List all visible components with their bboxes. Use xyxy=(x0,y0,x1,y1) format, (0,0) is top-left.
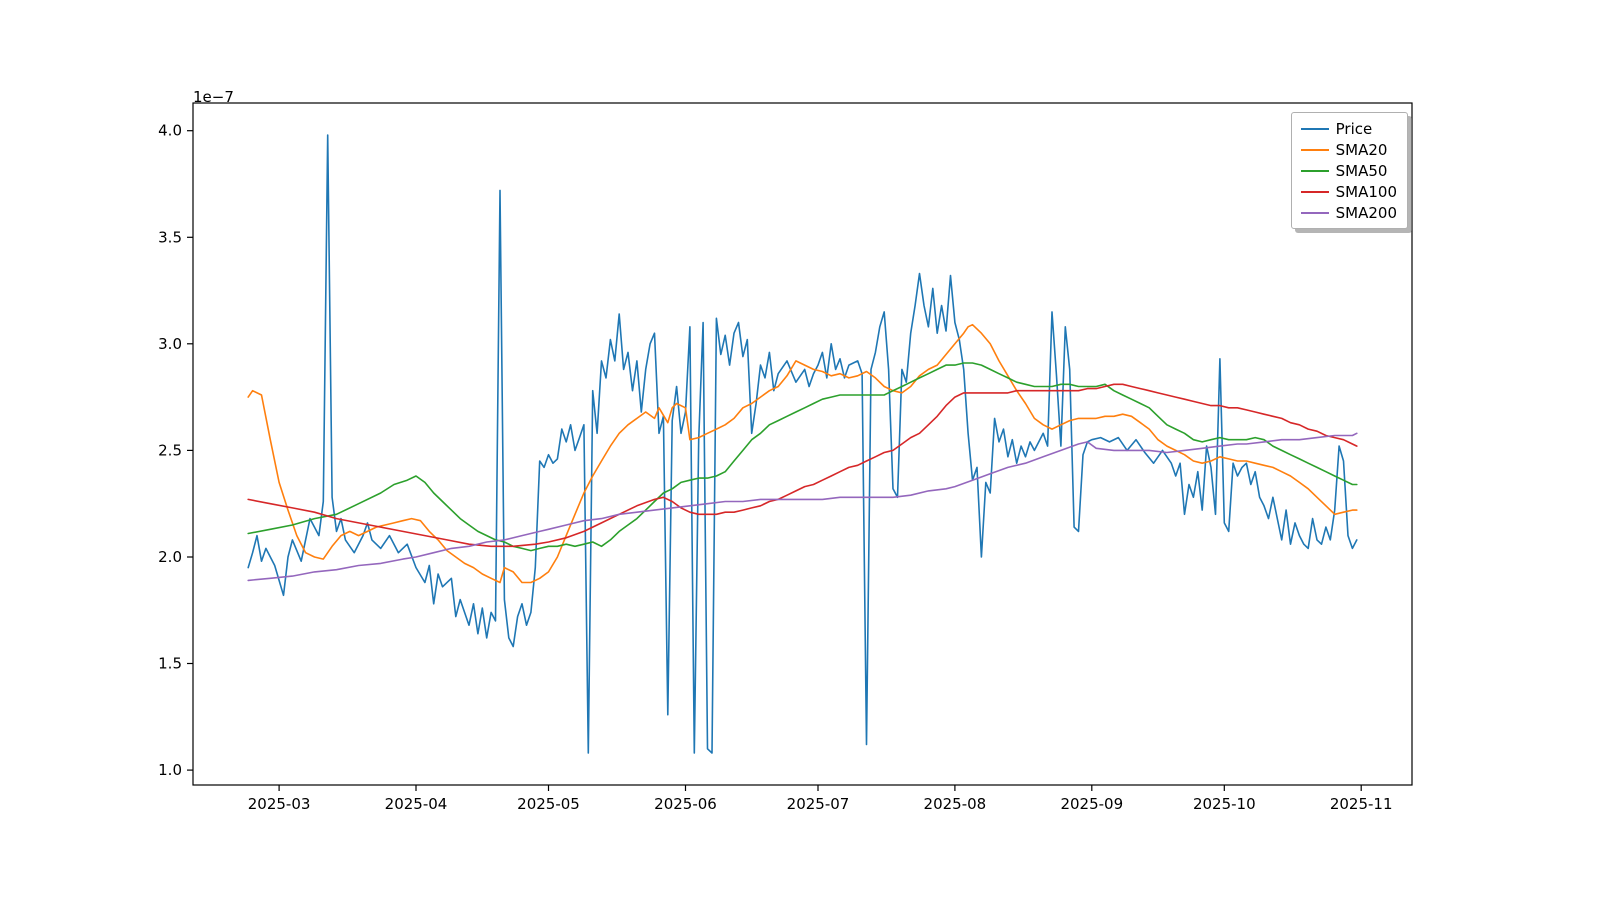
legend-line-sample xyxy=(1300,148,1329,151)
svg-text:2025-10: 2025-10 xyxy=(1193,795,1256,813)
legend-item-price: Price xyxy=(1300,119,1397,138)
legend-item-sma100: SMA100 xyxy=(1300,182,1397,201)
svg-text:3.5: 3.5 xyxy=(158,228,182,246)
legend-label: SMA100 xyxy=(1335,182,1397,201)
svg-text:2025-03: 2025-03 xyxy=(248,795,311,813)
svg-text:2025-07: 2025-07 xyxy=(787,795,850,813)
svg-text:2025-04: 2025-04 xyxy=(385,795,448,813)
legend-item-sma50: SMA50 xyxy=(1300,161,1397,180)
legend-label: SMA20 xyxy=(1335,140,1388,159)
svg-text:2025-09: 2025-09 xyxy=(1060,795,1123,813)
legend-line-sample xyxy=(1300,190,1329,193)
svg-text:2.0: 2.0 xyxy=(158,548,182,566)
svg-text:2025-05: 2025-05 xyxy=(517,795,580,813)
legend-label: Price xyxy=(1335,119,1373,138)
svg-text:1.5: 1.5 xyxy=(158,655,182,673)
legend-label: SMA200 xyxy=(1335,203,1397,222)
y-axis-offset-label: 1e−7 xyxy=(193,88,234,106)
legend-line-sample xyxy=(1300,211,1329,214)
svg-text:2025-06: 2025-06 xyxy=(654,795,717,813)
legend-line-sample xyxy=(1300,127,1329,130)
svg-text:2.5: 2.5 xyxy=(158,441,182,459)
legend-label: SMA50 xyxy=(1335,161,1388,180)
svg-text:4.0: 4.0 xyxy=(158,122,182,140)
svg-text:2025-11: 2025-11 xyxy=(1330,795,1393,813)
legend-item-sma200: SMA200 xyxy=(1300,203,1397,222)
svg-text:1.0: 1.0 xyxy=(158,761,182,779)
legend: Price SMA20 SMA50 SMA100 SMA200 xyxy=(1290,112,1408,229)
legend-line-sample xyxy=(1300,169,1329,172)
svg-text:2025-08: 2025-08 xyxy=(924,795,987,813)
legend-item-sma20: SMA20 xyxy=(1300,140,1397,159)
svg-text:3.0: 3.0 xyxy=(158,335,182,353)
